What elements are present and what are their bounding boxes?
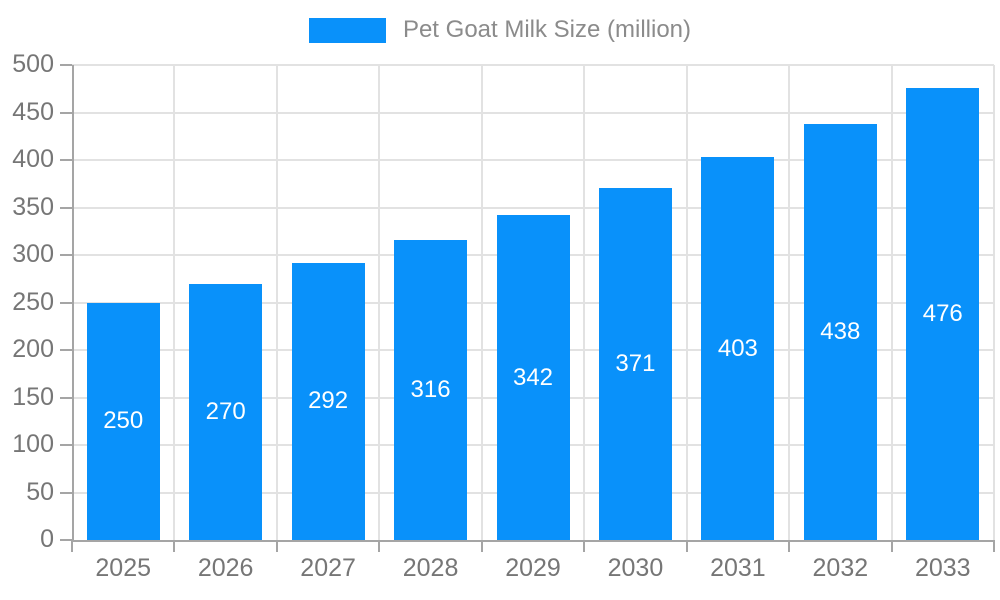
bar xyxy=(86,302,160,540)
bar xyxy=(496,215,570,540)
plot-area: 0 50 100 150 200 250 300 350 400 450 500 2025 2026 20… xyxy=(12,50,995,582)
y-tick-label: 400 xyxy=(12,145,54,173)
bar-value-label: 250 xyxy=(103,407,144,435)
bar-value-label: 292 xyxy=(308,387,349,415)
x-axis-tick xyxy=(71,540,73,552)
v-gridline xyxy=(788,65,791,540)
x-axis-tick xyxy=(173,540,176,552)
bar xyxy=(394,239,468,540)
y-tick-label: 100 xyxy=(12,430,54,458)
x-tick-label: 2031 xyxy=(710,554,766,582)
v-gridline xyxy=(378,65,381,540)
x-tick-label: 2030 xyxy=(607,554,664,582)
y-tick-label: 0 xyxy=(40,525,54,553)
y-axis-tick xyxy=(60,396,72,399)
y-tick-label: 200 xyxy=(12,335,54,363)
h-gridline xyxy=(72,64,994,66)
x-axis-tick xyxy=(788,540,791,552)
x-tick-label: 2029 xyxy=(505,554,561,582)
v-gridline xyxy=(685,65,688,540)
bar xyxy=(291,262,365,540)
y-tick-label: 50 xyxy=(26,477,54,506)
y-tick-label: 450 xyxy=(12,97,54,126)
h-gridline xyxy=(72,159,994,161)
bar-value-label: 438 xyxy=(820,317,861,345)
x-axis-tick xyxy=(275,540,278,552)
y-axis-tick xyxy=(60,301,72,304)
x-tick-label: 2025 xyxy=(95,554,152,582)
legend[interactable]: Pet Goat Milk Size (million) xyxy=(0,15,1000,45)
bar-value-label: 342 xyxy=(512,363,554,391)
bar xyxy=(803,123,877,540)
x-tick-label: 2033 xyxy=(914,554,971,582)
x-axis-tick xyxy=(993,540,995,552)
v-gridline xyxy=(583,65,586,540)
y-axis-tick xyxy=(60,539,72,541)
v-gridline xyxy=(993,65,995,540)
bar-value-label: 270 xyxy=(205,397,246,425)
bar xyxy=(701,157,775,540)
x-axis-tick xyxy=(583,540,586,552)
bar-value-label: 371 xyxy=(615,349,656,377)
y-tick-label: 250 xyxy=(12,287,54,316)
y-axis-tick xyxy=(60,64,72,66)
y-tick-label: 500 xyxy=(12,50,54,78)
y-tick-label: 300 xyxy=(12,240,54,268)
v-gridline xyxy=(890,65,893,540)
y-axis-tick xyxy=(60,254,72,256)
y-axis-tick xyxy=(60,349,72,351)
bar-value-label: 476 xyxy=(922,299,963,327)
y-axis-tick xyxy=(60,491,72,494)
x-axis-tick xyxy=(378,540,381,552)
y-axis-tick xyxy=(60,159,72,161)
x-axis-tick xyxy=(480,540,483,552)
bar-value-label: 316 xyxy=(410,375,451,403)
y-axis-line xyxy=(72,65,74,540)
y-axis-tick xyxy=(60,111,72,114)
bar-value-label: 403 xyxy=(717,334,758,362)
x-axis-tick xyxy=(685,540,688,552)
bar xyxy=(598,187,672,540)
y-tick-label: 150 xyxy=(12,382,54,411)
x-tick-label: 2028 xyxy=(402,554,459,582)
x-axis-line xyxy=(72,540,994,542)
y-axis-tick xyxy=(60,444,72,446)
bar xyxy=(189,283,263,540)
y-axis-tick xyxy=(60,206,72,209)
legend-label: Pet Goat Milk Size (million) xyxy=(402,16,692,43)
x-axis-tick xyxy=(890,540,893,552)
h-gridline xyxy=(72,206,994,209)
y-tick-label: 350 xyxy=(12,192,54,221)
x-tick-label: 2027 xyxy=(300,554,356,582)
v-gridline xyxy=(480,65,483,540)
bar xyxy=(906,87,980,540)
h-gridline xyxy=(72,111,994,114)
x-tick-label: 2026 xyxy=(197,554,254,582)
v-gridline xyxy=(173,65,176,540)
v-gridline xyxy=(275,65,278,540)
x-tick-label: 2032 xyxy=(812,554,869,582)
legend-swatch xyxy=(308,17,386,43)
